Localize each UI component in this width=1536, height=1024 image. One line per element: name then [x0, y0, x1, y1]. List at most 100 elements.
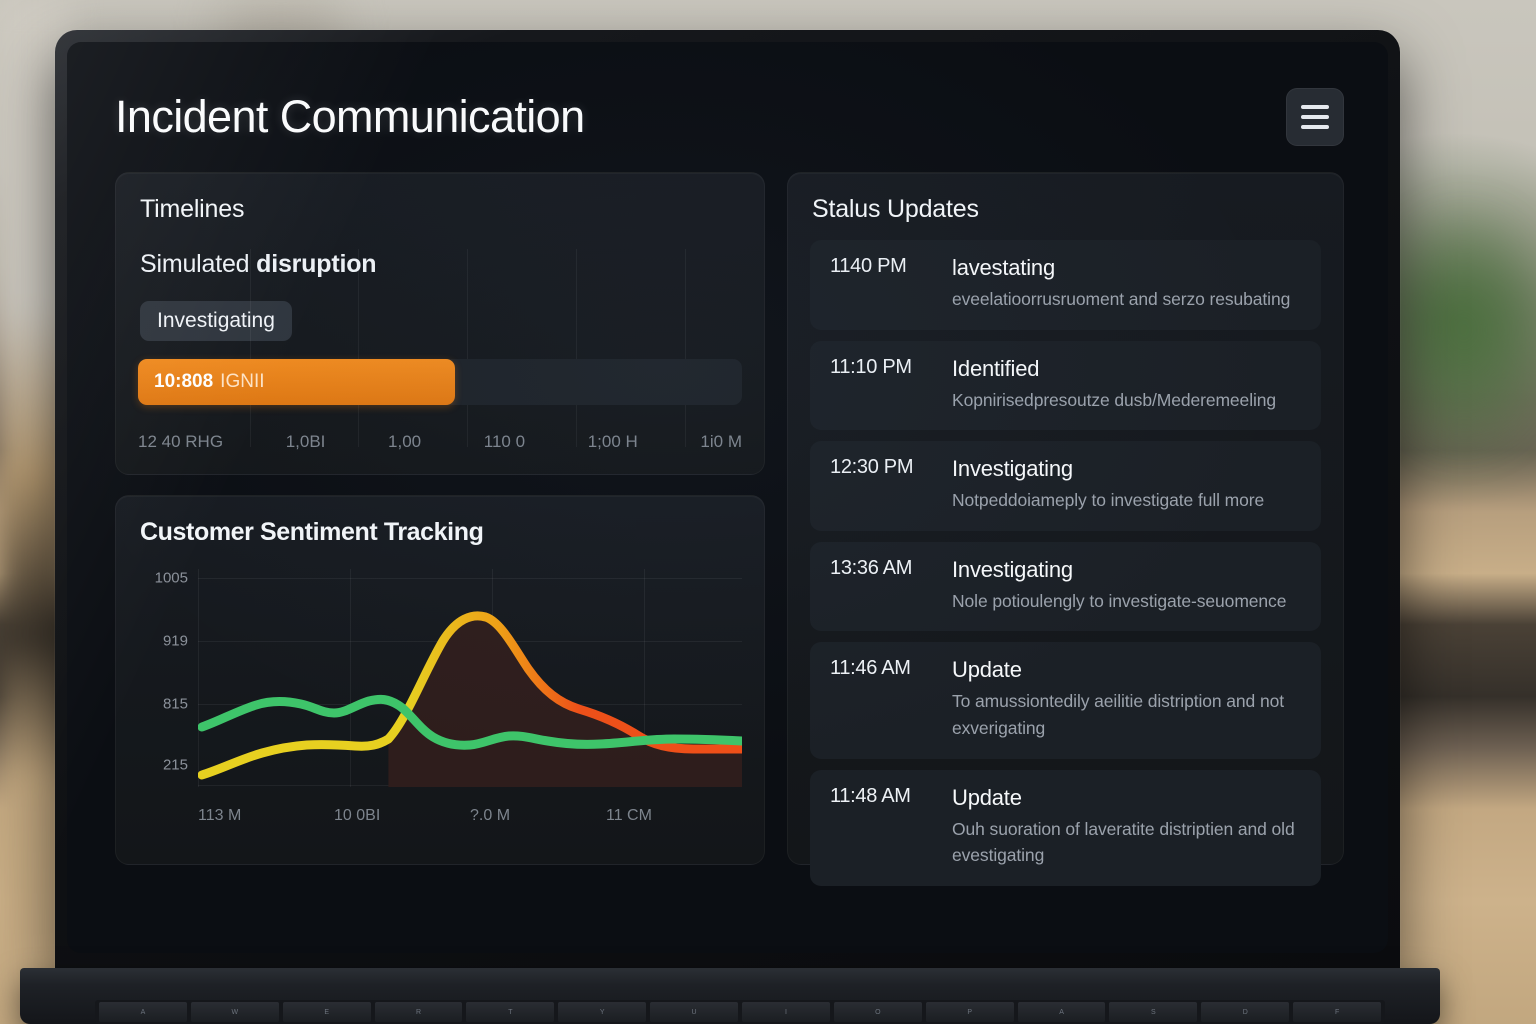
keyboard-key: E — [282, 1002, 371, 1022]
status-update-time: 11:46 AM — [830, 657, 911, 680]
timeline-axis-tick: 1i0 M — [700, 432, 742, 451]
x-tick: ?.0 M — [470, 807, 511, 824]
chart-gridline-v — [198, 569, 199, 787]
keyboard-key: D — [1201, 1002, 1290, 1022]
timeline-bar[interactable]: 10:808 IGNII — [138, 359, 456, 405]
status-update-time: 12:30 PM — [830, 456, 914, 479]
status-updates-list: 1140 PM lavestating eveelatioorrusruomen… — [788, 224, 1343, 886]
y-tick: 815 — [162, 695, 188, 713]
gridline — [467, 249, 469, 447]
sentiment-panel: Customer Sentiment Tracking 1005 919 815… — [115, 495, 765, 865]
right-column: Stalus Updates 1140 PM lavestating eveel… — [787, 172, 1344, 886]
keyboard-key: P — [925, 1002, 1014, 1022]
y-tick: 215 — [162, 756, 188, 774]
timeline-gridlines — [138, 249, 742, 447]
status-update-row[interactable]: 12:30 PM Investigating Notpeddoiameply t… — [810, 441, 1321, 531]
x-tick: 11 CM — [606, 807, 652, 824]
status-update-status: Update — [952, 784, 1022, 810]
keyboard-key: S — [1109, 1002, 1198, 1022]
keyboard-key: R — [374, 1002, 463, 1022]
x-tick: 10 0BI — [334, 807, 381, 824]
status-update-time: 1140 PM — [830, 255, 907, 277]
laptop-screen: Incident Communication Timelines Simulat… — [67, 42, 1388, 953]
status-update-status: Identified — [952, 355, 1040, 381]
background-plant — [1400, 200, 1536, 460]
timeline-axis-tick: 1,0BI — [285, 432, 326, 451]
status-update-body: lavestating eveelatioorrusruoment and se… — [952, 255, 1301, 313]
status-update-status: Investigating — [952, 456, 1073, 482]
status-update-status: Update — [952, 657, 1022, 683]
chart-plot-area — [198, 569, 742, 787]
laptop-lid: Incident Communication Timelines Simulat… — [55, 30, 1400, 975]
status-update-time: 11:48 AM — [830, 784, 911, 807]
timeline-axis-tick: 110 0 — [483, 432, 526, 451]
timeline-axis-tick: 1,00 — [388, 432, 422, 451]
status-badge[interactable]: Investigating — [140, 301, 292, 341]
status-update-status: lavestating — [952, 255, 1055, 280]
timelines-panel-title: Timelines — [140, 195, 245, 223]
incident-dashboard-app: Incident Communication Timelines Simulat… — [67, 42, 1388, 953]
gridline — [684, 249, 686, 447]
status-update-time: 13:36 AM — [830, 556, 913, 579]
keyboard-key: O — [833, 1002, 922, 1022]
gridline — [575, 249, 577, 447]
timeline-bar-time: 10:808 — [154, 371, 214, 392]
gridline — [249, 249, 251, 447]
keyboard-key: A — [1017, 1002, 1106, 1022]
left-column: Timelines Simulated disruption Investiga… — [115, 172, 765, 865]
laptop-keyboard: A W E R T Y U I O P A S D F — [95, 1000, 1385, 1024]
status-updates-panel: Stalus Updates 1140 PM lavestating eveel… — [787, 172, 1344, 886]
status-update-body: Identified Kopnirisedpresoutze dusb/Mede… — [952, 356, 1301, 414]
status-update-status: Investigating — [952, 556, 1073, 582]
keyboard-key: I — [742, 1002, 830, 1022]
chart-gridline-v — [350, 569, 352, 787]
sentiment-line-positive — [198, 694, 742, 750]
menu-line-1 — [1301, 105, 1329, 109]
status-update-body: Investigating Notpeddoiameply to investi… — [952, 456, 1301, 514]
chart-x-axis: 113 M 10 0BI ?.0 M 11 CM — [198, 807, 742, 825]
keyboard-key: U — [650, 1002, 739, 1022]
page-title: Incident Communication — [115, 91, 585, 142]
y-tick: 1005 — [154, 569, 188, 587]
sentiment-panel-title: Customer Sentiment Tracking — [140, 518, 484, 546]
keyboard-key: A — [99, 1002, 187, 1022]
timeline-axis-tick: 12 40 RHG — [138, 432, 224, 451]
status-update-row[interactable]: 13:36 AM Investigating Nole potioulengly… — [810, 541, 1321, 632]
status-update-description: To amussiontedily aeilitie distription a… — [952, 691, 1284, 738]
status-update-description: Notpeddoiameply to investigate full more — [952, 490, 1265, 511]
chart-series-svg — [198, 611, 742, 787]
status-update-description: Kopnirisedpresoutze dusb/Mederemeeling — [952, 389, 1277, 410]
keyboard-key: Y — [558, 1002, 647, 1022]
keyboard-key: T — [466, 1002, 555, 1022]
status-update-description: eveelatioorrusruoment and serzo resubati… — [952, 289, 1291, 309]
chart-y-axis: 1005 919 815 215 — [134, 569, 188, 787]
status-update-row[interactable]: 11:46 AM Update To amussiontedily aeilit… — [810, 642, 1321, 759]
status-update-row[interactable]: 1140 PM lavestating eveelatioorrusruomen… — [810, 240, 1321, 330]
incident-name-prefix: Simulated — [140, 250, 257, 278]
sentiment-line-neutral — [198, 611, 742, 780]
sentiment-chart: 1005 919 815 215 — [134, 569, 742, 831]
app-header: Incident Communication — [115, 88, 1344, 146]
status-update-description: Nole potioulengly to investigate-seuomen… — [952, 590, 1287, 611]
status-update-body: Update Ouh suoration of laveratite distr… — [952, 785, 1301, 869]
chart-gridline-v — [644, 569, 646, 787]
incident-name: Simulated disruption — [116, 224, 764, 279]
status-update-row[interactable]: 11:48 AM Update Ouh suoration of laverat… — [810, 769, 1321, 886]
y-tick: 919 — [162, 632, 188, 650]
menu-line-2 — [1301, 115, 1329, 119]
keyboard-key: W — [190, 1002, 279, 1022]
timeline-axis-tick: 1;00 H — [587, 432, 638, 451]
incident-name-emphasis: disruption — [256, 250, 377, 278]
timeline-axis: 12 40 RHG 1,0BI 1,00 110 0 1;00 H 1i0 M — [138, 432, 742, 452]
hamburger-menu-icon[interactable] — [1286, 88, 1344, 146]
timeline-bar-tag: IGNII — [220, 371, 265, 392]
keyboard-key: F — [1293, 1002, 1382, 1022]
timeline-track[interactable]: 10:808 IGNII — [138, 249, 742, 447]
status-update-row[interactable]: 11:10 PM Identified Kopnirisedpresoutze … — [810, 340, 1321, 431]
timelines-panel: Timelines Simulated disruption Investiga… — [115, 172, 765, 475]
status-update-description: Ouh suoration of laveratite distriptien … — [952, 818, 1295, 866]
status-updates-panel-title: Stalus Updates — [812, 195, 979, 223]
dashboard-columns: Timelines Simulated disruption Investiga… — [115, 172, 1344, 886]
x-tick: 113 M — [198, 807, 242, 824]
